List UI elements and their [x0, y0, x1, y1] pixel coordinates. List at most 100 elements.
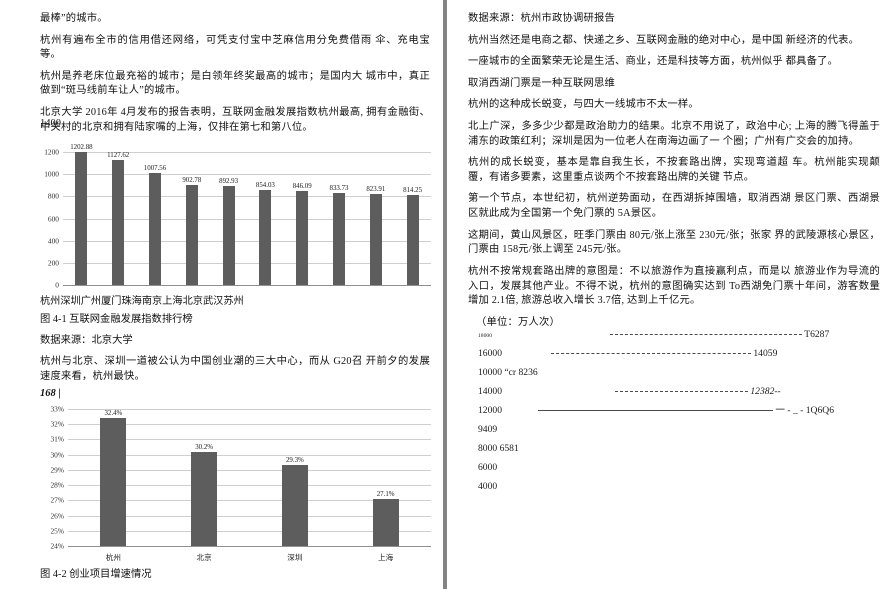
paragraph: 这期间，黄山风景区，旺季门票由 80元/张上涨至 230元/张；张家 界的武陵源… [468, 229, 880, 256]
y-axis-tick-label: 8000 6581 [478, 443, 519, 454]
chart-axis-text-row: 6000 [478, 458, 890, 477]
bar [112, 160, 125, 285]
chart-fig-4-2: 24% 25% 26% 27% 28% 29% 30% 31% 32% 33% 32.4% 杭州 30.… [50, 405, 431, 562]
column-divider [443, 0, 447, 589]
gridline [63, 218, 431, 220]
chart-fig41-top-annotation: 1400 [40, 118, 61, 129]
gridline [68, 424, 431, 426]
x-axis-tick-label: 杭州 [105, 553, 121, 562]
y-axis-tick-label: 9409 [478, 424, 498, 435]
y-axis-tick-label: 0 [55, 280, 59, 290]
gridline [68, 546, 431, 547]
y-axis-tick-label: 27% [50, 495, 64, 505]
right-column: 数据来源：杭州市政协调研报告 杭州当然还是电商之都、快递之乡、互联网金融的绝对中… [468, 0, 892, 589]
gridline [63, 285, 431, 286]
bar-value-label: 1007.56 [143, 165, 167, 173]
chart-axis-text-row: 14000 12382-- [478, 382, 890, 401]
y-axis-tick-label: 28% [50, 480, 64, 490]
y-axis-tick-label: 12000 [478, 405, 502, 416]
paragraph: 杭州不按常规套路出牌的意图是：不以旅游作为直接赢利点，而是以 旅游业作为导流的入… [468, 265, 880, 307]
data-point-label: T6287 [801, 329, 830, 340]
paragraph: 杭州的这种成长蜕变，与四大一线城市不太一样。 [468, 99, 699, 111]
y-axis-tick-label: 29% [50, 465, 64, 475]
y-axis-tick-label: 25% [50, 526, 64, 536]
gridline [63, 152, 431, 153]
gridline [68, 469, 431, 471]
y-axis-tick-label: 1000 [44, 169, 59, 179]
chart-fig-4-1: 0 200 400 600 800 1000 1200 1202.88 1127.62 1007.… [44, 144, 431, 290]
bar [372, 498, 399, 546]
y-axis-tick-label: 18000 [478, 333, 492, 339]
paragraph: 杭州是养老床位最充裕的城市；是白领年终奖最高的城市；是国内大 城市中，真正做到“… [40, 70, 430, 97]
bar [296, 191, 309, 285]
y-axis-tick-label: 6000 [478, 462, 498, 473]
bar [100, 418, 127, 546]
y-axis-tick-label: 30% [50, 450, 64, 460]
y-axis-tick-label: 33% [50, 404, 64, 414]
bar-value-label: 814.25 [403, 186, 423, 194]
chart-axis-text-row: 16000 14059 [478, 344, 890, 363]
gridline [63, 196, 431, 198]
gridline [68, 454, 431, 456]
left-mid-text-block: 杭州与北京、深圳一道被公认为中国创业潮的三大中心，而从 G20召 开前夕的发展速… [40, 355, 430, 391]
data-point-label: 14059 [750, 348, 778, 359]
left-column: 最棒”的城市。 杭州有遍布全市的信用借还网络，可凭支付宝中芝麻信用分免费借雨 伞… [0, 0, 443, 589]
bar [281, 465, 308, 546]
figure-source-note: 数据来源：杭州市政协调研报告 [468, 13, 615, 24]
tourist-line-chart-ocr-block: 18000 T6287 16000 14059 10000 “cr 8236 1400… [478, 325, 890, 496]
y-axis-tick-label: 16000 [478, 348, 502, 359]
subheading: 取消西湖门票是一种互联网思维 [468, 77, 615, 89]
bar [333, 192, 345, 285]
left-top-text-block: 最棒”的城市。 杭州有遍布全市的信用借还网络，可凭支付宝中芝麻信用分免费借雨 伞… [40, 12, 430, 142]
chart-axis-text-row: 9409 [478, 420, 890, 439]
bar-value-label: 1127.62 [107, 152, 130, 160]
bar-value-label: 854.03 [255, 182, 275, 190]
chart-unit-note: （单位：万人次） [476, 316, 560, 328]
y-axis-tick-label: 26% [50, 511, 64, 521]
x-axis-tick-label: 深圳 [287, 553, 303, 562]
bar [369, 193, 382, 285]
paragraph: 最棒”的城市。 [40, 13, 108, 24]
paragraph: 北京大学 2016年 4月发布的报告表明，互联网金融发展指数杭州最高, 拥有金融… [40, 107, 430, 133]
paragraph: 一座城市的全面繁荣无论是生活、商业，还是科技等方面，杭州似乎 都具备了。 [468, 56, 839, 68]
chart-axis-text-row: 4000 [478, 477, 890, 496]
bar-value-label: 27.1% [376, 490, 395, 498]
y-axis-tick-label: 4000 [478, 481, 498, 492]
chart-axis-text-row: 18000 T6287 [478, 325, 890, 344]
chart-fig41-xaxis-labels: 杭州深圳广州厦门珠海南京上海北京武汉苏州 [40, 296, 244, 307]
y-axis-tick-label: 600 [47, 214, 59, 223]
gridline [63, 262, 431, 264]
x-axis-tick-label: 上海 [378, 553, 394, 562]
paragraph: 杭州当然还是电商之都、快递之乡、互联网金融的绝对中心，是中国 新经济的代表。 [468, 34, 860, 46]
gridline [63, 174, 431, 176]
figure-caption-4-2: 图 4-2 创业项目增速情况 [40, 569, 152, 580]
gridline [68, 409, 431, 410]
y-axis-tick-label: 14000 [478, 386, 502, 397]
y-axis-tick-label: 800 [47, 191, 59, 201]
gridline [68, 530, 431, 532]
bar [75, 151, 88, 285]
chart-axis-text-row: 12000 一 - _ - 1Q6Q6 [478, 401, 890, 420]
y-axis-tick-label: 32% [50, 419, 64, 429]
bar-value-label: 30.2% [195, 443, 214, 451]
gridline [68, 439, 431, 441]
x-axis-tick-label: 北京 [196, 553, 212, 562]
data-point-label: 12382-- [747, 386, 781, 397]
gridline [68, 500, 431, 502]
y-axis-tick-label: 200 [47, 258, 59, 268]
bar-value-label: 32.4% [104, 410, 123, 418]
gridline [63, 240, 431, 242]
bar [259, 190, 272, 285]
leader-rule [609, 334, 802, 336]
y-axis-tick-label: 400 [47, 236, 59, 246]
bar [191, 451, 218, 546]
figure-caption-4-1: 图 4-1 互联网金融发展指数排行榜 [40, 314, 193, 325]
bar-value-label: 892.93 [219, 178, 239, 186]
paragraph: 杭州与北京、深圳一道被公认为中国创业潮的三大中心，而从 G20召 开前夕的发展速… [40, 356, 430, 382]
gridline [68, 515, 431, 517]
bar [185, 184, 198, 285]
y-axis-tick-label: 1200 [44, 147, 59, 157]
paragraph: 第一个节点，本世纪初，杭州逆势面动，在西湖拆掉围墙，取消西湖 景区门票、西湖景区… [468, 193, 880, 220]
y-axis-tick-label: 10000 [478, 367, 502, 378]
